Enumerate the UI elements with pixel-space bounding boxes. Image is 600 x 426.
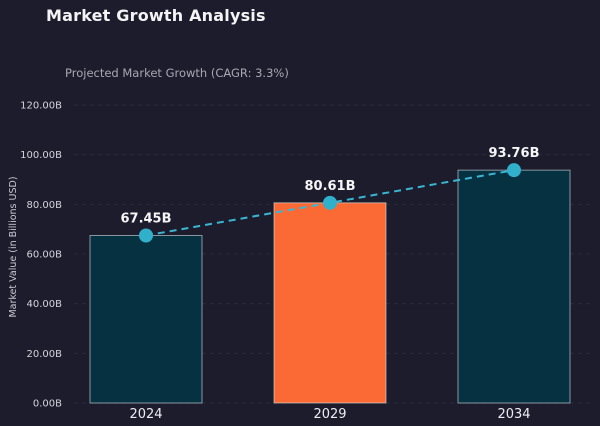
bar-2024: [89, 234, 203, 404]
x-tick-label-2024: 2024: [129, 407, 162, 422]
data-point-2024: [139, 228, 153, 243]
y-tick-label: 100.00B: [20, 150, 62, 161]
x-tick-label-2029: 2029: [313, 407, 346, 422]
chart-subtitle: Projected Market Growth (CAGR: 3.3%): [65, 66, 289, 80]
data-point-2034: [507, 163, 521, 178]
x-tick-label-2034: 2034: [497, 407, 530, 422]
y-tick-label: 80.00B: [27, 200, 63, 211]
value-label-2034: 93.76B: [488, 146, 539, 161]
y-tick-label: 120.00B: [20, 101, 62, 112]
y-tick-label: 20.00B: [27, 349, 63, 360]
chart-title: Market Growth Analysis: [46, 6, 266, 25]
bar-2029: [273, 202, 387, 404]
bar-2034: [457, 169, 571, 404]
y-tick-label: 0.00B: [33, 399, 62, 410]
value-label-2029: 80.61B: [304, 179, 355, 194]
data-point-2029: [323, 195, 337, 210]
y-tick-label: 40.00B: [27, 299, 63, 310]
y-tick-label: 60.00B: [27, 250, 63, 261]
value-label-2024: 67.45B: [120, 211, 171, 226]
